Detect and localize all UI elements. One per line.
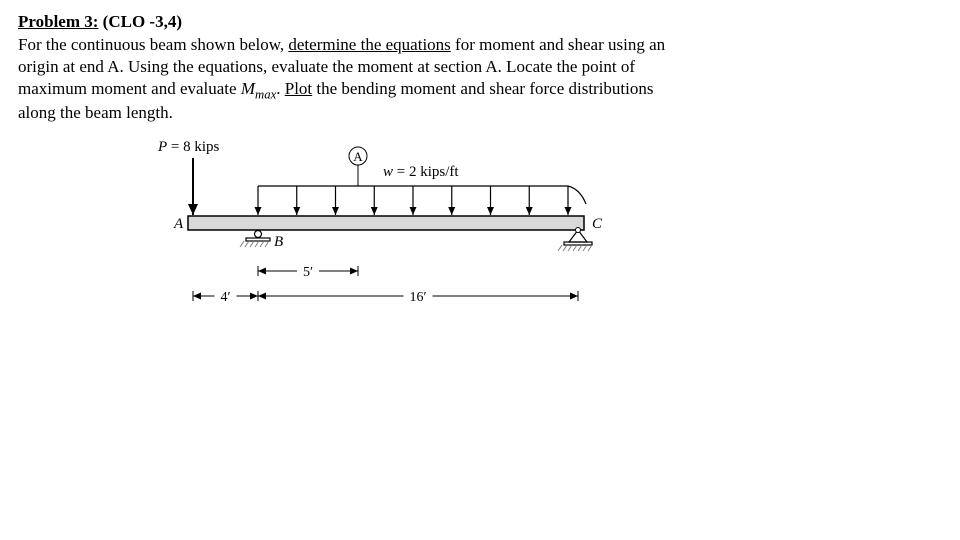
beam-figure: P = 8 kips w = 2 kips/ft A A C B 5′ 4′ 16′ <box>148 136 618 336</box>
problem-title: Problem 3: (CLO -3,4) <box>18 12 942 32</box>
text-line3d: . <box>276 79 285 98</box>
text-line1b: determine the equations <box>288 35 450 54</box>
svg-text:w = 2 kips/ft: w = 2 kips/ft <box>383 164 459 180</box>
text-line3a: maximum moment and evaluate <box>18 79 241 98</box>
title-label: Problem 3: <box>18 12 98 31</box>
svg-text:P = 8 kips: P = 8 kips <box>157 139 220 155</box>
svg-text:B: B <box>274 234 283 250</box>
title-extra: (CLO -3,4) <box>98 12 182 31</box>
svg-text:A: A <box>353 149 363 164</box>
text-line4: along the beam length. <box>18 103 173 122</box>
svg-text:4′: 4′ <box>220 290 230 305</box>
problem-statement: For the continuous beam shown below, det… <box>18 34 942 124</box>
text-line3e: Plot <box>285 79 312 98</box>
svg-text:A: A <box>173 216 184 232</box>
text-line3b: M <box>241 79 255 98</box>
svg-text:16′: 16′ <box>409 290 426 305</box>
svg-text:C: C <box>592 216 603 232</box>
text-line3f: the bending moment and shear force distr… <box>312 79 653 98</box>
svg-text:5′: 5′ <box>303 265 313 280</box>
text-line3c: max <box>255 87 276 101</box>
text-line1a: For the continuous beam shown below, <box>18 35 288 54</box>
text-line2: origin at end A. Using the equations, ev… <box>18 57 635 76</box>
beam-svg: P = 8 kips w = 2 kips/ft A A C B 5′ 4′ 16′ <box>148 136 618 336</box>
text-line1c: for moment and shear using an <box>451 35 665 54</box>
